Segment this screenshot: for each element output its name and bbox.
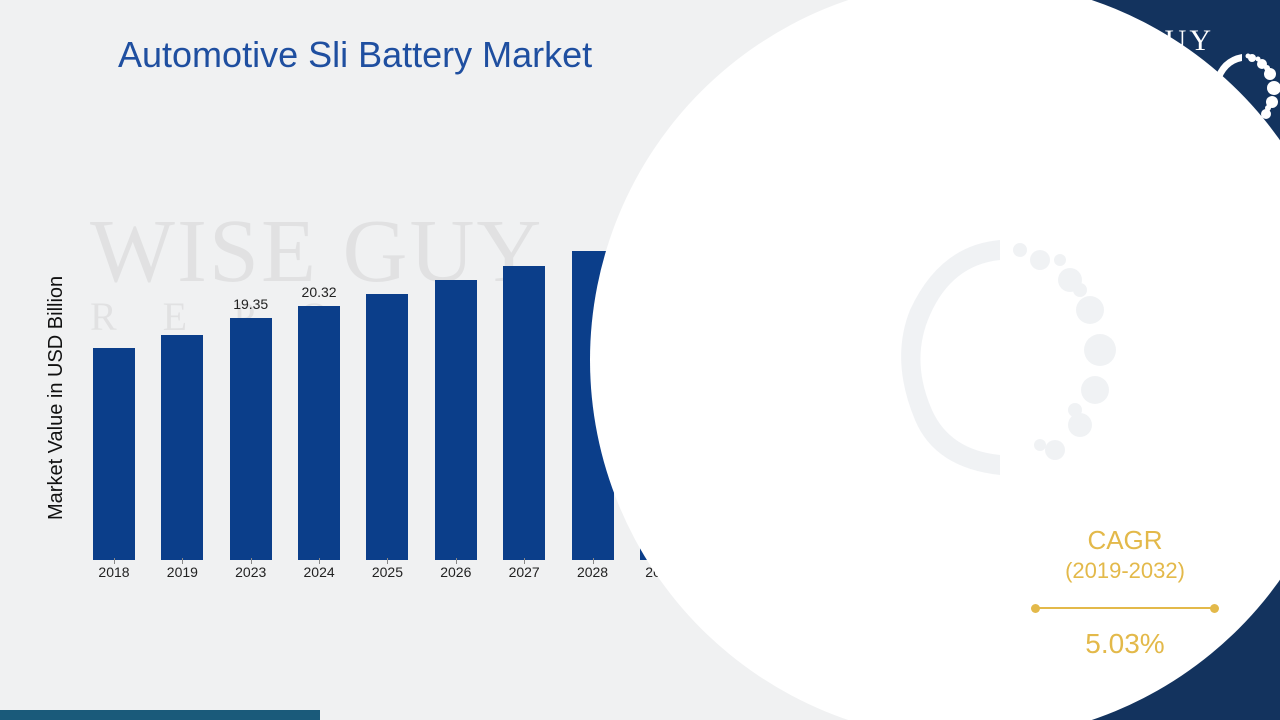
bar (230, 318, 272, 560)
axis-tick (593, 558, 594, 564)
brand-head-icon (1202, 46, 1280, 136)
brand-logo: WISE GUY REPORTS (1044, 24, 1262, 73)
cagr-label: CAGR (1000, 525, 1250, 556)
axis-tick (114, 558, 115, 564)
x-axis-label: 2026 (422, 564, 490, 590)
bar-slot (490, 266, 558, 560)
bar (435, 280, 477, 560)
bottom-accent-bar (0, 710, 320, 720)
axis-tick (524, 558, 525, 564)
bar (93, 348, 135, 561)
bar-slot: 20.32 (285, 306, 353, 560)
cagr-period: (2019-2032) (1000, 558, 1250, 584)
bar-slot (80, 348, 148, 561)
y-axis-label: Market Value in USD Billion (45, 276, 68, 520)
axis-tick (456, 558, 457, 564)
chart-title: Automotive Sli Battery Market (118, 34, 592, 76)
axis-tick (182, 558, 183, 564)
axis-tick (251, 558, 252, 564)
brand-line2: REPORTS (1044, 56, 1210, 73)
bar-slot: 19.35 (217, 318, 285, 560)
bar (503, 266, 545, 560)
bar (298, 306, 340, 560)
x-axis-label: 2025 (353, 564, 421, 590)
cagr-separator (1035, 598, 1215, 618)
bar (366, 294, 408, 560)
bar-value-label: 19.35 (233, 296, 268, 312)
x-axis-label: 2023 (217, 564, 285, 590)
cagr-value: 5.03% (1000, 628, 1250, 660)
bar-slot (353, 294, 421, 560)
x-axis-label: 2018 (80, 564, 148, 590)
cagr-block: CAGR (2019-2032) 5.03% (1000, 525, 1250, 660)
x-axis-label: 2019 (148, 564, 216, 590)
axis-tick (387, 558, 388, 564)
brand-line1: WISE GUY (1044, 24, 1214, 58)
x-axis-label: 2027 (490, 564, 558, 590)
bar-slot (148, 335, 216, 560)
axis-tick (319, 558, 320, 564)
bar-slot (422, 280, 490, 560)
page-root: WISE GUY R E P O R T S Automotive Sli Ba… (0, 0, 1280, 720)
x-axis-label: 2028 (559, 564, 627, 590)
x-axis-label: 2024 (285, 564, 353, 590)
bar (161, 335, 203, 560)
bar-value-label: 20.32 (302, 284, 337, 300)
